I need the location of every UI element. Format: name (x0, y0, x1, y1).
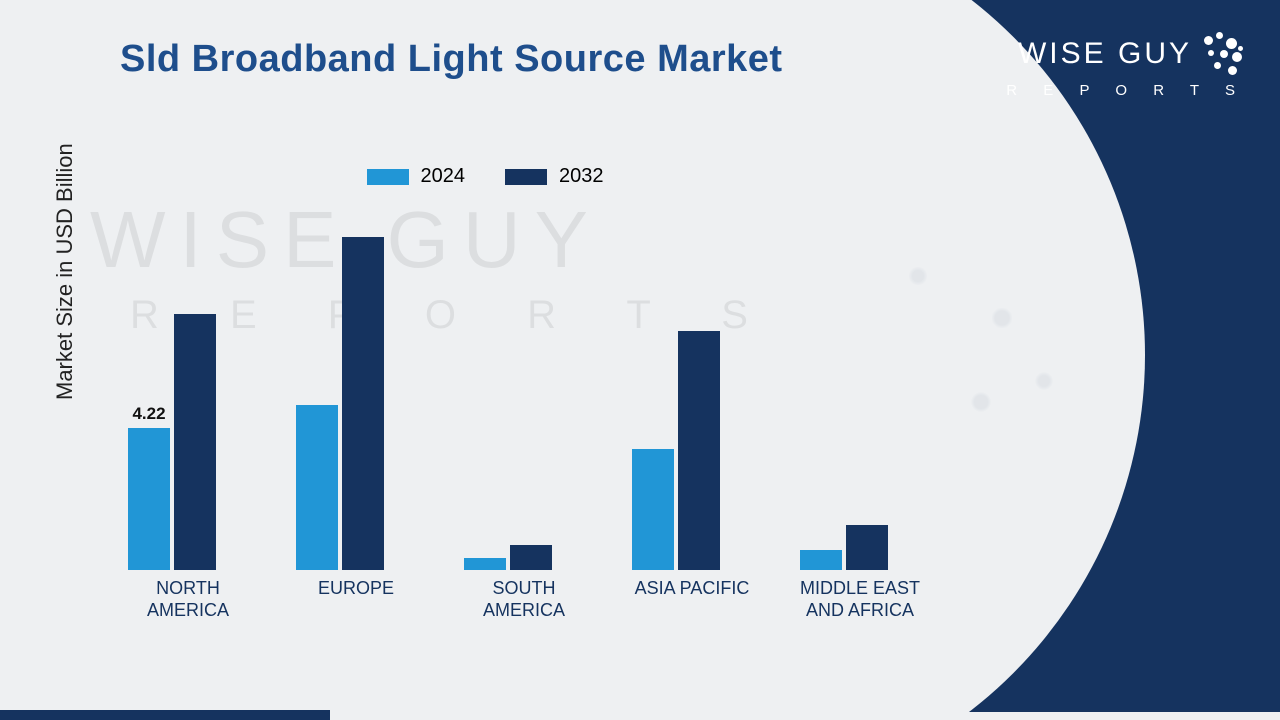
legend-item-2024: 2024 (367, 165, 466, 188)
legend-swatch-2024 (367, 169, 409, 185)
legend-label-2024: 2024 (421, 165, 466, 188)
category-label: ASIA PACIFIC (622, 578, 762, 600)
legend-item-2032: 2032 (505, 165, 604, 188)
bar-2032 (846, 525, 888, 570)
brand-sub: R E P O R T S (1006, 82, 1246, 99)
bar-2032 (678, 331, 720, 570)
chart-title: Sld Broadband Light Source Market (120, 38, 783, 81)
bar-value-label: 4.22 (119, 404, 179, 424)
bar-2024 (632, 449, 674, 570)
accent-bar (0, 710, 330, 720)
y-axis-label: Market Size in USD Billion (52, 143, 78, 400)
legend-swatch-2032 (505, 169, 547, 185)
bar-2024 (128, 428, 170, 570)
category-label: EUROPE (286, 578, 426, 600)
brand-name: WISE GUY (1018, 37, 1192, 71)
legend-label-2032: 2032 (559, 165, 604, 188)
bar-2024 (800, 550, 842, 570)
bar-2032 (510, 545, 552, 570)
bar-2024 (296, 405, 338, 570)
infographic-canvas: WISE GUY R E P O R T S Sld Broadband Lig… (0, 0, 1280, 720)
bar-2032 (174, 314, 216, 570)
bar-2032 (342, 237, 384, 570)
brand-logo: WISE GUY R E P O R T S (1006, 28, 1250, 99)
category-label: MIDDLE EAST AND AFRICA (790, 578, 930, 621)
brand-panel: WISE GUY R E P O R T S (965, 0, 1280, 712)
bar-2024 (464, 558, 506, 570)
plot-area: 4.22NORTH AMERICAEUROPESOUTH AMERICAASIA… (110, 200, 950, 570)
legend: 2024 2032 (0, 165, 970, 188)
brand-head-icon (1198, 28, 1250, 80)
category-label: NORTH AMERICA (118, 578, 258, 621)
category-label: SOUTH AMERICA (454, 578, 594, 621)
